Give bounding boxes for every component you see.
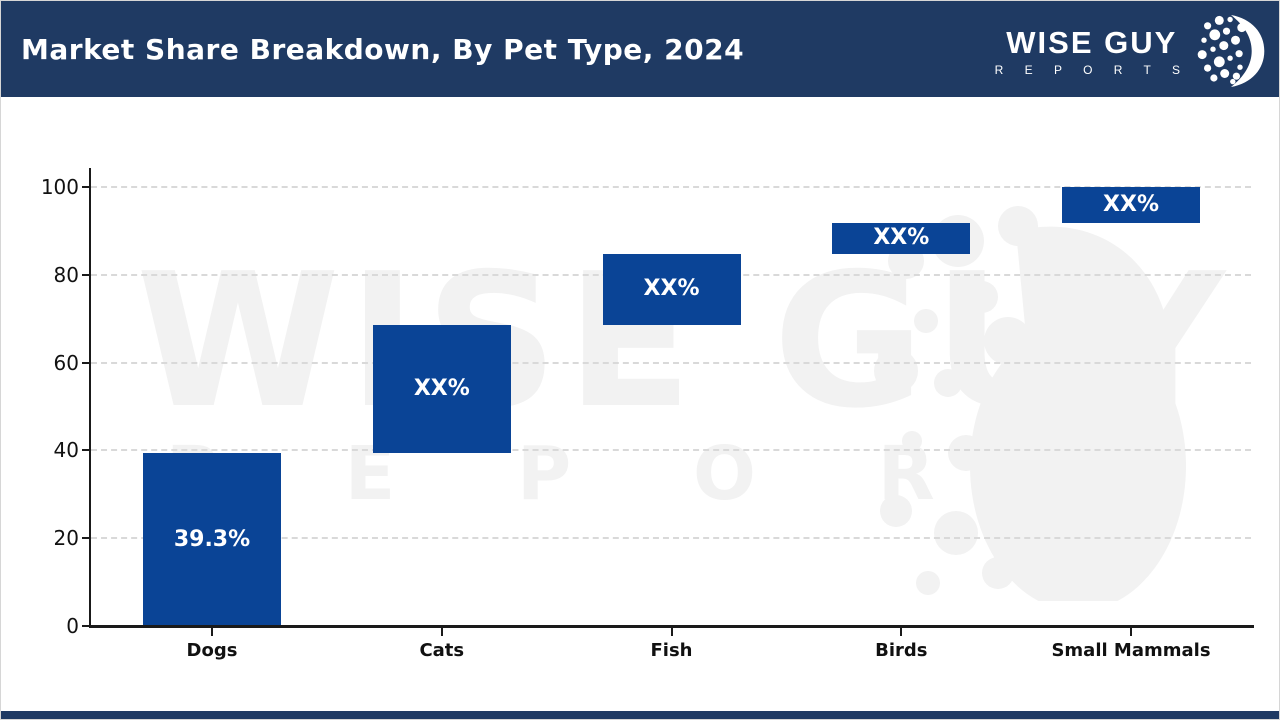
footer-bar — [1, 711, 1279, 719]
y-tick-mark-100 — [82, 186, 90, 188]
x-tick-mark-birds — [900, 628, 903, 636]
bar-dogs: 39.3% — [143, 453, 281, 626]
x-tick-mark-dogs — [211, 628, 213, 636]
y-tick-mark-60 — [82, 361, 90, 364]
bar-value-label-small-mammals: XX% — [1103, 191, 1159, 217]
page-title: Market Share Breakdown, By Pet Type, 202… — [21, 32, 745, 66]
y-tick-mark-20 — [82, 537, 90, 540]
gridline-y-100 — [91, 186, 1251, 188]
x-tick-mark-small-mammals — [1130, 628, 1132, 636]
gridline-y-60 — [91, 361, 1251, 364]
gridline-y-40 — [91, 449, 1251, 452]
x-tick-label-birds: Birds — [875, 640, 928, 661]
watermark-head-graphic — [874, 206, 1186, 601]
logo-brand-subtitle: R E P O R T S — [994, 63, 1189, 77]
y-tick-label-40: 40 — [53, 438, 79, 463]
y-tick-mark-40 — [82, 449, 90, 452]
x-tick-mark-fish — [670, 628, 673, 636]
bar-value-label-dogs: 39.3% — [173, 526, 251, 552]
dotted-head-icon — [1197, 15, 1265, 87]
x-tick-label-fish: Fish — [650, 640, 693, 661]
bar-value-label-cats: XX% — [413, 376, 470, 402]
gridline-y-20 — [91, 537, 1251, 540]
bar-birds: XX% — [832, 222, 971, 254]
y-tick-mark-0 — [82, 625, 90, 627]
x-tick-label-small-mammals: Small Mammals — [1051, 640, 1211, 661]
bar-fish: XX% — [602, 253, 741, 325]
y-tick-label-100: 100 — [40, 175, 79, 199]
bar-value-label-birds: XX% — [873, 225, 930, 251]
x-tick-mark-cats — [440, 628, 443, 636]
logo-brand-name: WISE GUY — [1006, 25, 1178, 60]
wise-guy-reports-logo: WISE GUY R E P O R T S — [995, 9, 1267, 93]
header-bar: Market Share Breakdown, By Pet Type, 202… — [1, 1, 1279, 97]
y-tick-label-80: 80 — [53, 262, 79, 287]
bar-cats: XX% — [372, 324, 511, 454]
x-tick-label-dogs: Dogs — [186, 640, 238, 661]
y-tick-label-60: 60 — [53, 350, 79, 375]
y-tick-mark-80 — [82, 273, 90, 276]
x-axis-line — [89, 625, 1254, 628]
y-tick-label-20: 20 — [53, 526, 79, 551]
bar-value-label-fish: XX% — [643, 276, 700, 302]
y-tick-label-0: 0 — [66, 614, 79, 638]
logo-text: WISE GUY R E P O R T S — [995, 25, 1189, 77]
bar-small-mammals: XX% — [1062, 187, 1200, 223]
x-tick-label-cats: Cats — [419, 640, 465, 661]
y-axis-line — [89, 168, 91, 628]
